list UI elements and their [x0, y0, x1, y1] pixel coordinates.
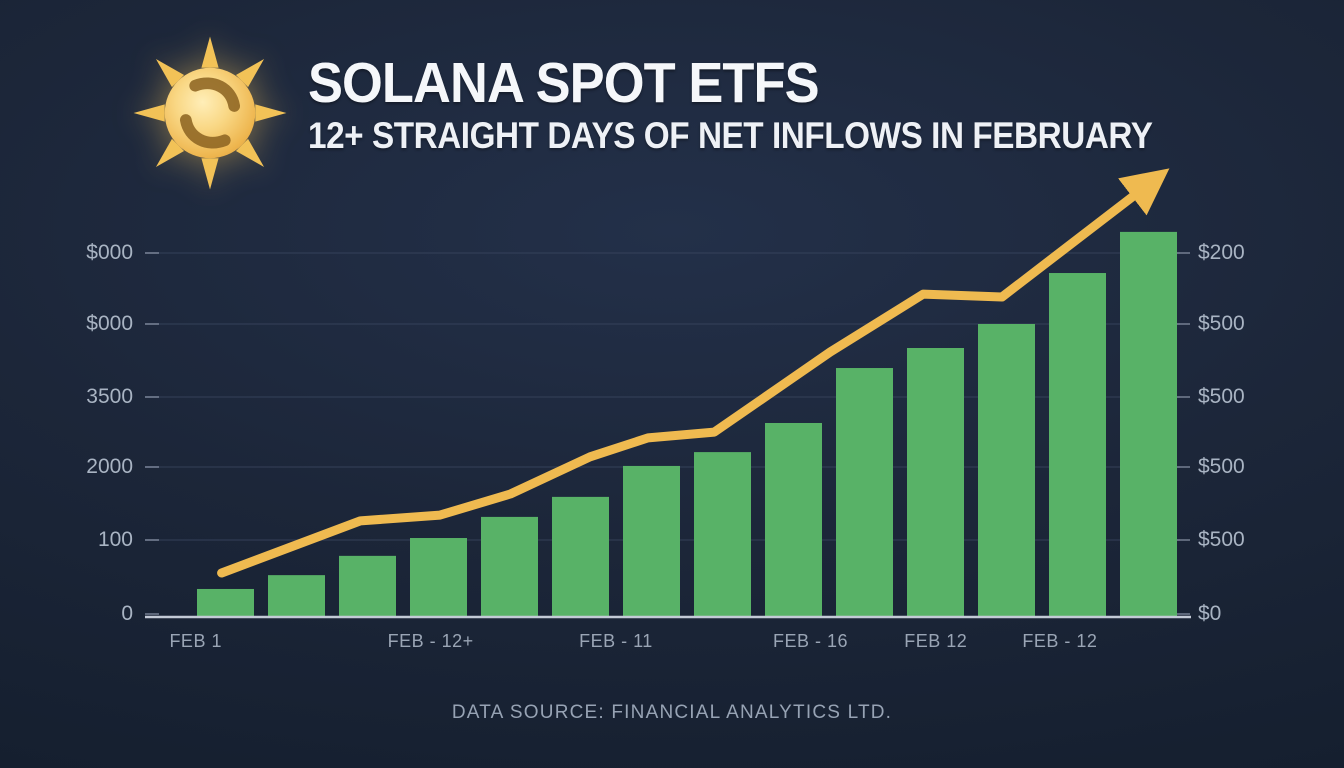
sun-swirl-icon	[133, 36, 287, 190]
bar	[481, 516, 538, 617]
bar	[552, 496, 609, 617]
y-axis-right-label: $500	[1198, 385, 1245, 408]
bar	[339, 555, 396, 617]
y-axis-right-label: $500	[1198, 312, 1245, 335]
bar	[197, 588, 254, 617]
y-axis-right-label: $0	[1198, 602, 1222, 625]
bar	[765, 422, 822, 617]
y-axis-right-label: $200	[1198, 241, 1245, 264]
bar	[410, 538, 467, 617]
x-tick-label: FEB - 16	[772, 631, 849, 651]
x-tick-label: FEB 12	[904, 631, 968, 651]
page-title: SOLANA SPOT ETFS	[308, 51, 820, 115]
header: SOLANA SPOT ETFS 12+ STRAIGHT DAYS OF NE…	[308, 52, 1246, 158]
y-axis-left-label: 100	[97, 528, 133, 551]
bar	[623, 465, 680, 617]
x-tick-label: FEB - 11	[579, 631, 653, 651]
bar	[694, 452, 751, 617]
data-source: DATA SOURCE: FINANCIAL ANALYTICS LTD.	[451, 702, 893, 723]
y-axis-left-label: 2000	[86, 455, 133, 478]
chart-svg	[145, 168, 1191, 619]
y-axis-right-label: $500	[1198, 528, 1245, 551]
y-axis-left-label: $000	[86, 312, 133, 335]
bar	[1120, 231, 1177, 617]
x-tick-label: FEB - 12+	[387, 631, 474, 651]
page-subtitle: 12+ STRAIGHT DAYS OF NET INFLOWS IN FEBR…	[308, 115, 1153, 156]
bar	[836, 368, 893, 617]
bar	[1049, 273, 1106, 617]
y-axis-left-label: 3500	[86, 385, 133, 408]
trend-line	[217, 168, 1170, 578]
bar	[268, 575, 325, 617]
x-tick-label: FEB 1	[169, 631, 222, 651]
y-axis-left-label: 0	[121, 602, 133, 625]
bar	[907, 348, 964, 617]
solana-sun-logo	[133, 36, 287, 190]
y-axis-right-label: $500	[1198, 455, 1245, 478]
x-tick-label: FEB - 12	[1022, 631, 1098, 651]
bar	[978, 323, 1035, 617]
y-axis-left-label: $000	[86, 241, 133, 264]
